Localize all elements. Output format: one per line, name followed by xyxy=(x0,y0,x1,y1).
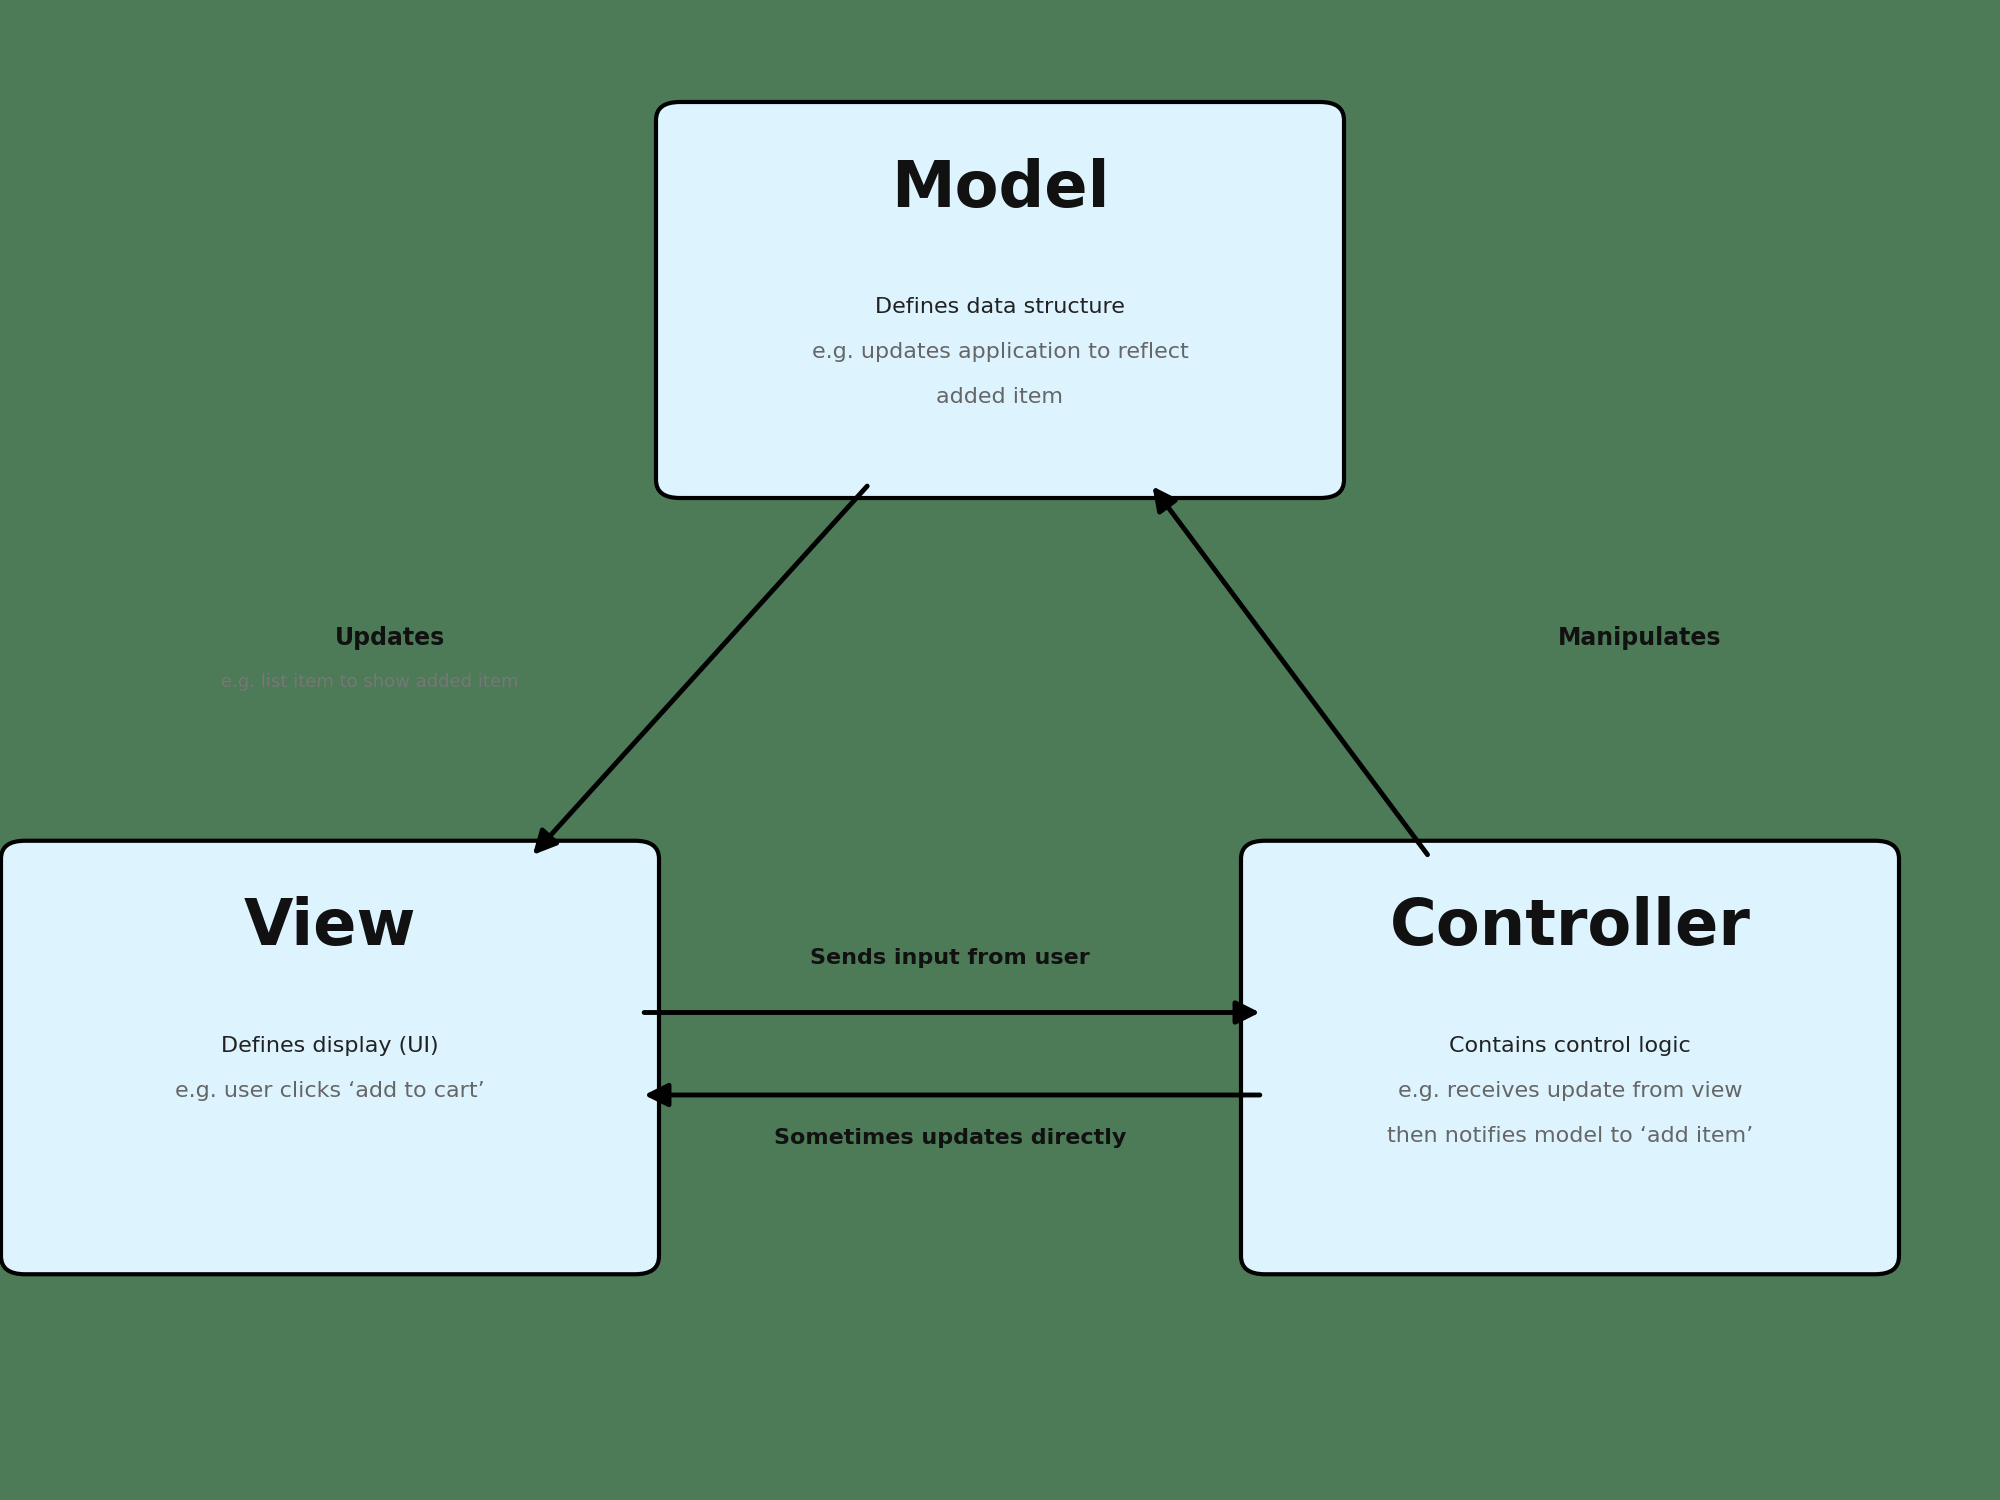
Text: Defines display (UI): Defines display (UI) xyxy=(222,1036,438,1056)
Text: Manipulates: Manipulates xyxy=(1558,626,1722,650)
Text: View: View xyxy=(244,897,416,958)
Text: Updates: Updates xyxy=(334,626,446,650)
FancyBboxPatch shape xyxy=(2,840,660,1275)
Text: e.g. list item to show added item: e.g. list item to show added item xyxy=(222,674,518,692)
Text: e.g. receives update from view: e.g. receives update from view xyxy=(1398,1082,1742,1101)
FancyBboxPatch shape xyxy=(1240,840,1900,1275)
Text: Sometimes updates directly: Sometimes updates directly xyxy=(774,1128,1126,1148)
Text: e.g. user clicks ‘add to cart’: e.g. user clicks ‘add to cart’ xyxy=(176,1082,484,1101)
Text: then notifies model to ‘add item’: then notifies model to ‘add item’ xyxy=(1386,1126,1754,1146)
Text: Sends input from user: Sends input from user xyxy=(810,948,1090,968)
Text: Controller: Controller xyxy=(1390,897,1750,958)
FancyBboxPatch shape xyxy=(656,102,1344,498)
Text: Contains control logic: Contains control logic xyxy=(1450,1036,1690,1056)
Text: e.g. updates application to reflect: e.g. updates application to reflect xyxy=(812,342,1188,363)
Text: Defines data structure: Defines data structure xyxy=(876,297,1124,318)
Text: Model: Model xyxy=(890,158,1110,219)
Text: added item: added item xyxy=(936,387,1064,408)
